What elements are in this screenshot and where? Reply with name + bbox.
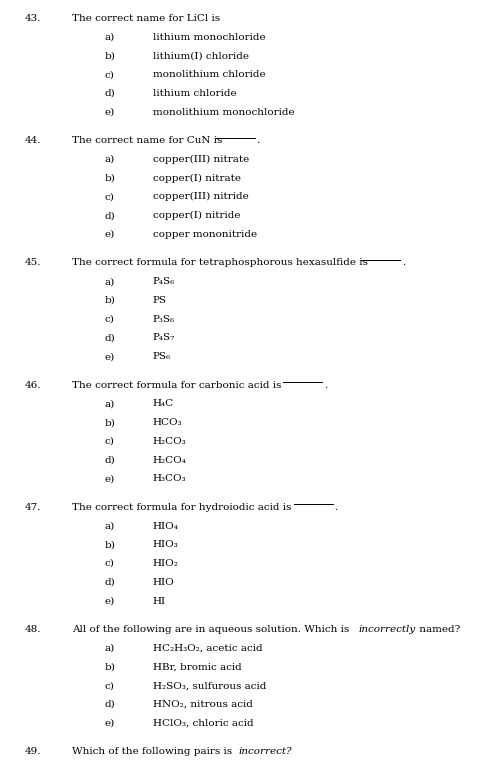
Text: copper mononitride: copper mononitride [153,230,257,239]
Text: incorrectly: incorrectly [359,625,416,634]
Text: 47.: 47. [25,502,42,512]
Text: e): e) [104,352,115,361]
Text: HC₂H₃O₂, acetic acid: HC₂H₃O₂, acetic acid [153,643,263,653]
Text: P₃S₆: P₃S₆ [153,315,175,323]
Text: H₂SO₃, sulfurous acid: H₂SO₃, sulfurous acid [153,681,266,690]
Text: The correct formula for hydroiodic acid is: The correct formula for hydroiodic acid … [72,502,292,512]
Text: e): e) [104,719,115,728]
Text: P₄S₇: P₄S₇ [153,333,175,342]
Text: Which of the following pairs is: Which of the following pairs is [72,747,236,756]
Text: e): e) [104,230,115,239]
Text: c): c) [104,437,114,446]
Text: a): a) [104,643,115,653]
Text: All of the following are in aqueous solution. Which is: All of the following are in aqueous solu… [72,625,353,634]
Text: b): b) [104,296,115,305]
Text: H₃CO₃: H₃CO₃ [153,474,186,483]
Text: .: . [323,381,327,390]
Text: b): b) [104,174,115,182]
Text: HClO₃, chloric acid: HClO₃, chloric acid [153,719,253,728]
Text: HI: HI [153,597,166,606]
Text: a): a) [104,155,115,164]
Text: H₄C: H₄C [153,399,174,408]
Text: e): e) [104,474,115,483]
Text: a): a) [104,277,115,286]
Text: HIO₃: HIO₃ [153,540,178,549]
Text: monolithium chloride: monolithium chloride [153,70,266,79]
Text: a): a) [104,399,115,408]
Text: HBr, bromic acid: HBr, bromic acid [153,663,242,672]
Text: c): c) [104,559,114,568]
Text: copper(III) nitride: copper(III) nitride [153,192,248,201]
Text: 48.: 48. [25,625,42,634]
Text: b): b) [104,663,115,672]
Text: a): a) [104,522,115,531]
Text: .: . [334,502,337,512]
Text: d): d) [104,89,115,98]
Text: PS₆: PS₆ [153,352,171,361]
Text: copper(I) nitride: copper(I) nitride [153,211,240,221]
Text: lithium monochloride: lithium monochloride [153,33,266,41]
Text: d): d) [104,700,115,709]
Text: 45.: 45. [25,258,42,267]
Text: incorrect?: incorrect? [239,747,293,756]
Text: .: . [256,136,259,145]
Text: lithium chloride: lithium chloride [153,89,236,98]
Text: 46.: 46. [25,381,42,390]
Text: H₂CO₄: H₂CO₄ [153,456,187,464]
Text: e): e) [104,108,115,116]
Text: HNO₂, nitrous acid: HNO₂, nitrous acid [153,700,253,709]
Text: copper(III) nitrate: copper(III) nitrate [153,155,249,164]
Text: P₄S₆: P₄S₆ [153,277,175,286]
Text: b): b) [104,418,115,427]
Text: HCO₃: HCO₃ [153,418,182,427]
Text: The correct name for LiCl is: The correct name for LiCl is [72,14,221,23]
Text: d): d) [104,211,115,220]
Text: named?: named? [416,625,460,634]
Text: a): a) [104,33,115,41]
Text: The correct formula for tetraphosphorous hexasulfide is: The correct formula for tetraphosphorous… [72,258,368,267]
Text: c): c) [104,315,114,323]
Text: e): e) [104,597,115,606]
Text: HIO₂: HIO₂ [153,559,179,568]
Text: HIO₄: HIO₄ [153,522,179,531]
Text: 49.: 49. [25,747,42,756]
Text: b): b) [104,51,115,61]
Text: HIO: HIO [153,578,174,587]
Text: 44.: 44. [25,136,42,145]
Text: d): d) [104,578,115,587]
Text: c): c) [104,192,114,201]
Text: The correct formula for carbonic acid is: The correct formula for carbonic acid is [72,381,282,390]
Text: The correct name for CuN is: The correct name for CuN is [72,136,222,145]
Text: d): d) [104,333,115,342]
Text: .: . [402,258,405,267]
Text: PS: PS [153,296,167,305]
Text: c): c) [104,70,114,79]
Text: b): b) [104,540,115,549]
Text: c): c) [104,681,114,690]
Text: lithium(I) chloride: lithium(I) chloride [153,51,249,61]
Text: monolithium monochloride: monolithium monochloride [153,108,294,116]
Text: copper(I) nitrate: copper(I) nitrate [153,174,241,183]
Text: 43.: 43. [25,14,42,23]
Text: H₂CO₃: H₂CO₃ [153,437,187,446]
Text: d): d) [104,456,115,464]
